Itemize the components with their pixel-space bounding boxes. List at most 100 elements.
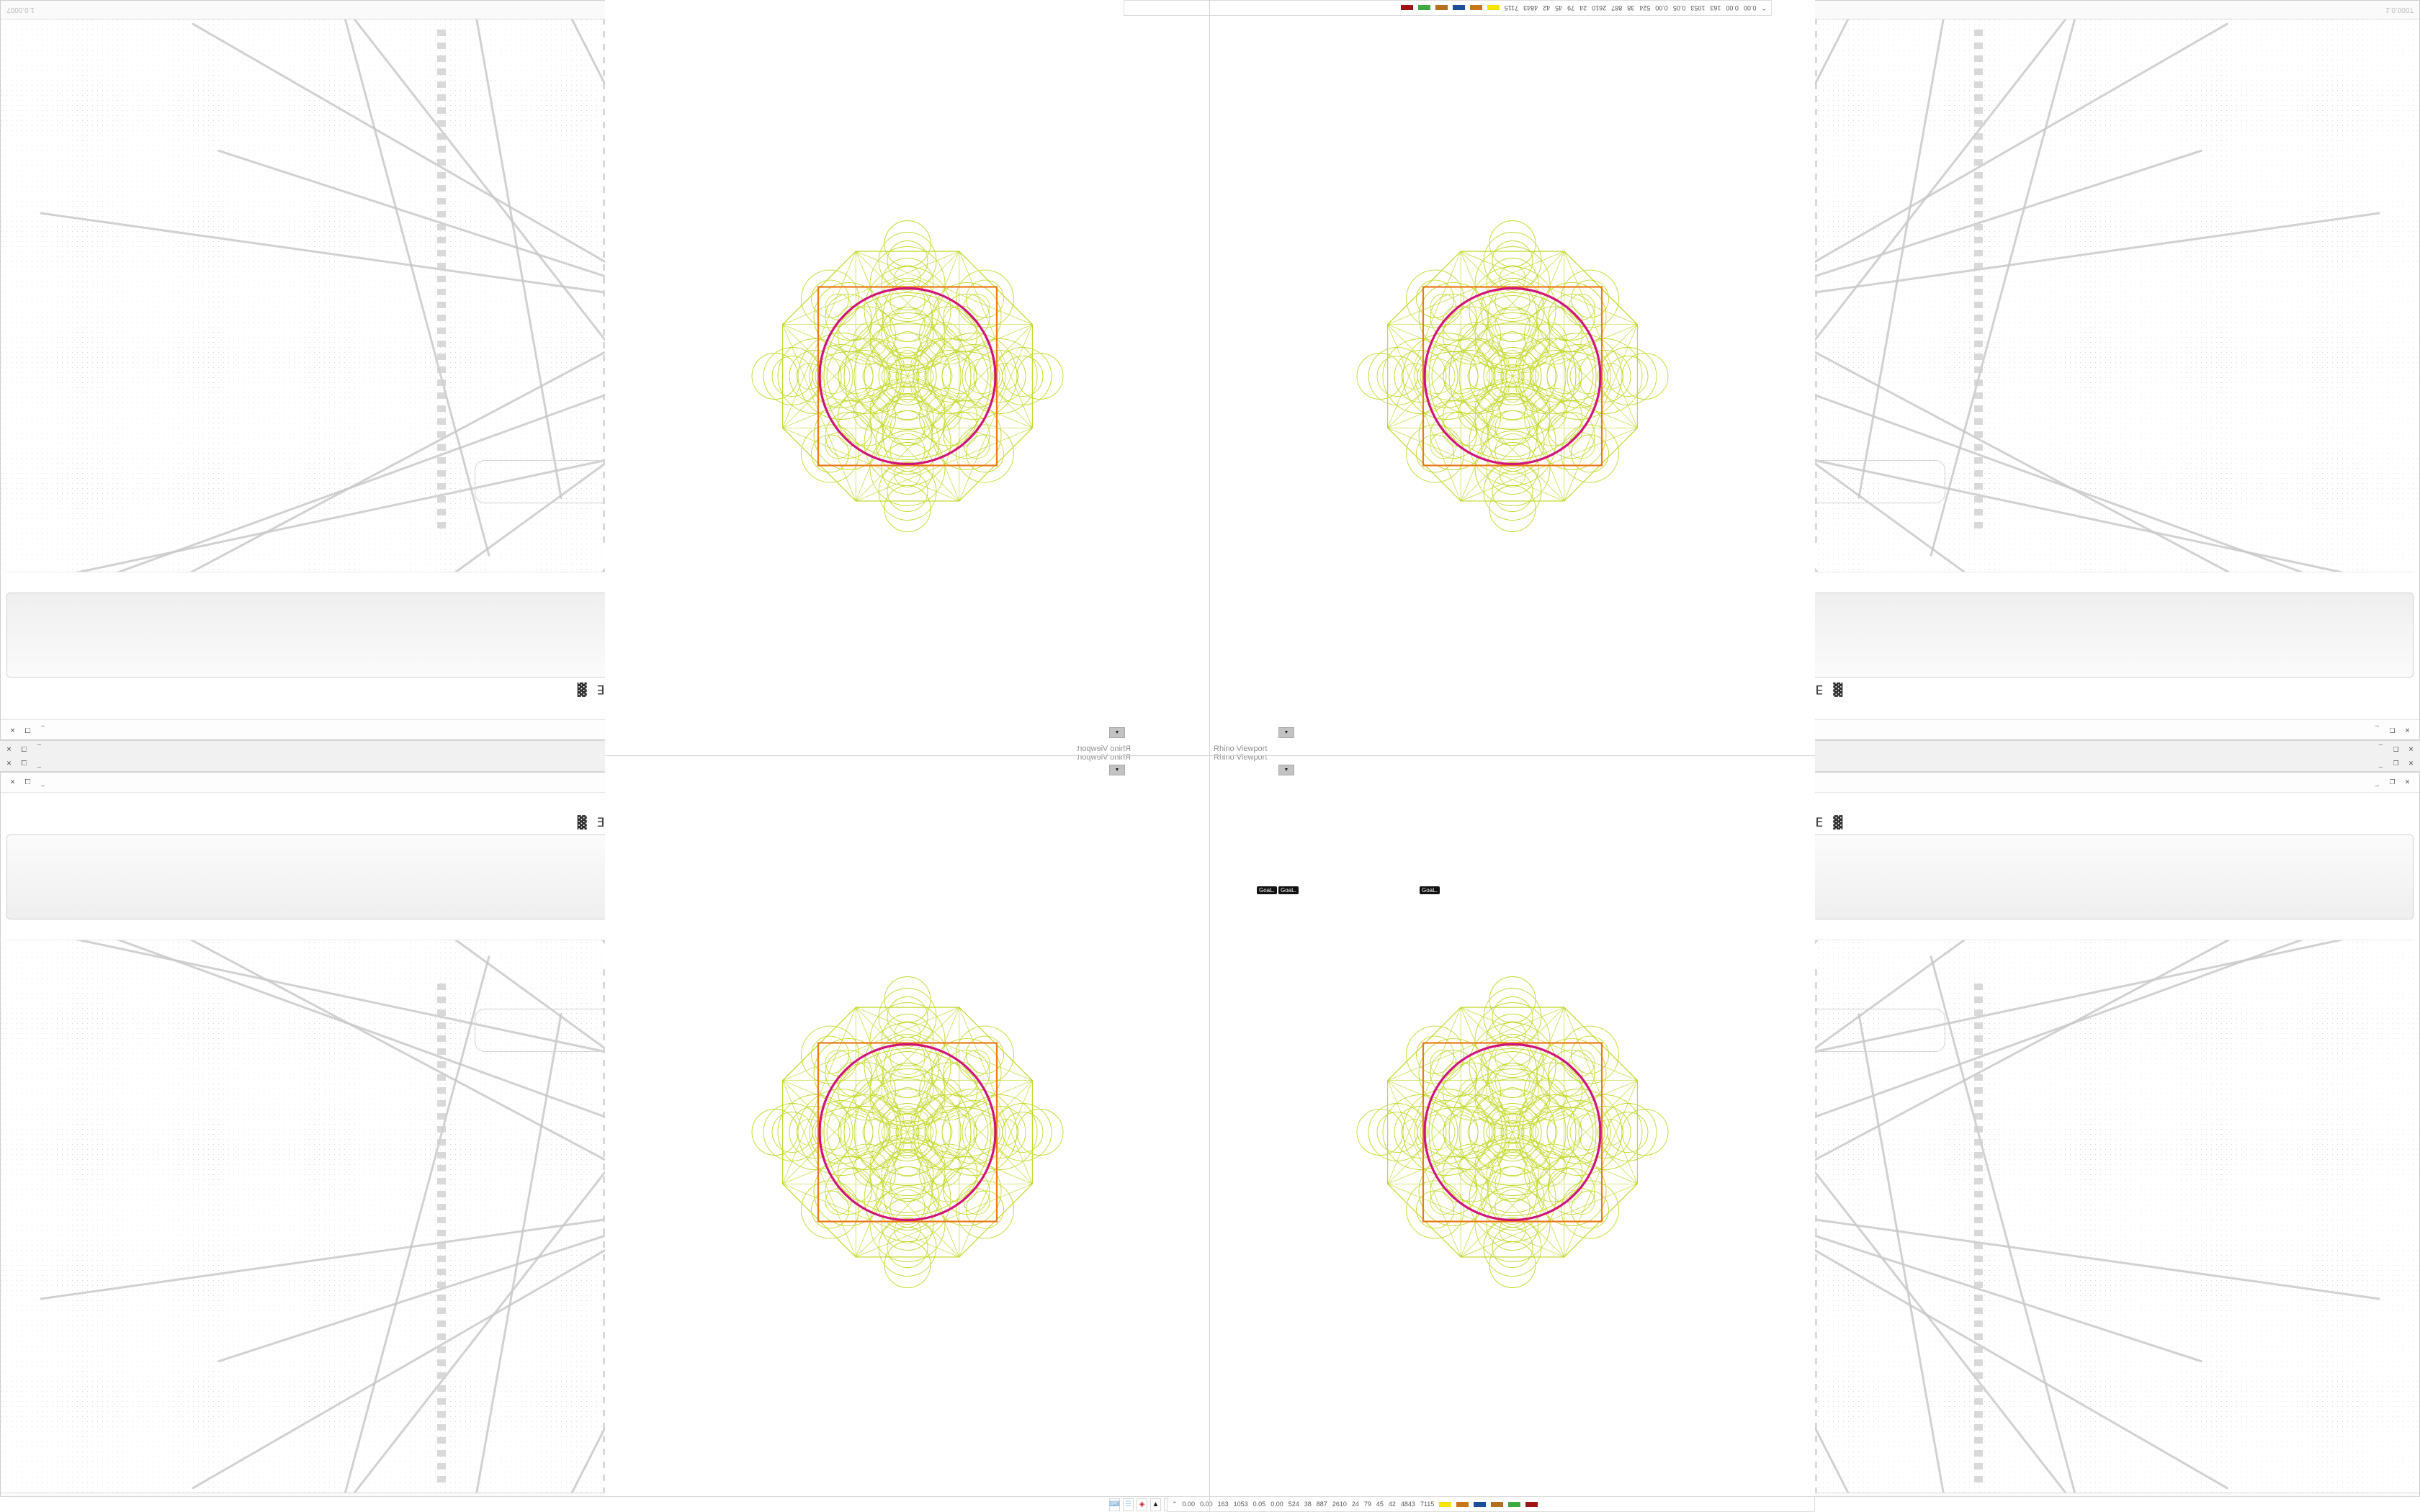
mandala-geometry xyxy=(1356,976,1669,1288)
close-button[interactable]: ✕ xyxy=(2408,745,2414,752)
viewport-label: Rhino Viewport xyxy=(1077,753,1131,762)
status-color-swatch xyxy=(1525,1501,1538,1507)
explorer-app-icon[interactable]: ▲ xyxy=(1150,1498,1161,1511)
rhino-app-icon[interactable]: ◈ xyxy=(1137,1498,1147,1511)
close-button[interactable]: ✕ xyxy=(6,745,12,752)
minimize-button[interactable]: _ xyxy=(37,744,42,752)
viewport-dropdown[interactable]: ▼ xyxy=(1278,765,1294,775)
status-value: 163 xyxy=(1217,1500,1229,1508)
maximize-button[interactable]: ❐ xyxy=(2389,726,2396,734)
minimize-button[interactable]: _ xyxy=(2378,760,2383,768)
rhino-viewport-bottom-right[interactable] xyxy=(1210,756,1815,1512)
maximize-button[interactable]: ❐ xyxy=(24,778,31,786)
window-controls[interactable]: _ ❐ ✕ xyxy=(0,744,44,753)
component-tooltip: GoaL. xyxy=(1420,886,1440,894)
viewport-geometry xyxy=(749,218,1066,539)
canvas-wire xyxy=(1930,955,2081,1493)
maximize-button[interactable]: ❐ xyxy=(21,760,27,767)
status-value: 79 xyxy=(1567,4,1575,12)
window-controls[interactable]: _ ❐ ✕ xyxy=(0,759,44,768)
status-color-swatch xyxy=(1469,5,1482,11)
window-controls[interactable]: _ ❐ ✕ xyxy=(2376,744,2420,753)
maximize-button[interactable]: ❐ xyxy=(21,745,27,752)
viewport-divider xyxy=(1209,0,1210,1512)
category-tab-icon[interactable]: ▓ xyxy=(577,815,587,830)
close-button[interactable]: ✕ xyxy=(9,726,16,734)
close-button[interactable]: ✕ xyxy=(2404,778,2411,786)
minimize-button[interactable]: _ xyxy=(37,760,42,768)
category-tab-icon[interactable]: E xyxy=(1815,682,1824,697)
status-value: 524 xyxy=(1288,1500,1299,1508)
close-button[interactable]: ✕ xyxy=(9,778,16,786)
rhino-glyph: ◈ xyxy=(1139,1500,1145,1508)
rhino-viewport-top-left[interactable] xyxy=(605,0,1210,756)
mandala-geometry xyxy=(1356,220,1669,532)
category-tab-icon[interactable]: E xyxy=(596,682,605,697)
status-value: 4843 xyxy=(1523,4,1538,12)
viewport-label-band: Rhino Viewport ▼ Rhino Viewport ▼ Rhino View… xyxy=(1044,720,1376,775)
viewport-dropdown[interactable]: ▼ xyxy=(1109,765,1125,775)
category-tab-icon[interactable]: ▓ xyxy=(1833,682,1843,697)
status-color-swatch xyxy=(1474,1501,1487,1507)
rhino-viewport-top-right[interactable] xyxy=(1210,0,1815,756)
category-tab-icon[interactable]: ▓ xyxy=(1833,815,1843,830)
viewport-dropdown[interactable]: ▼ xyxy=(1278,727,1294,738)
calculator-app-icon[interactable]: ⌨ xyxy=(1109,1498,1120,1511)
canvas-wire xyxy=(1930,19,2081,557)
status-color-swatch xyxy=(1439,1501,1452,1507)
window-controls[interactable]: _ ❐ ✕ xyxy=(4,725,48,734)
status-value: 0.00 xyxy=(1270,1500,1283,1508)
status-value: 2610 xyxy=(1332,1500,1347,1508)
status-color-swatch xyxy=(1456,1501,1469,1507)
chevron-down-icon: ▼ xyxy=(1283,730,1289,735)
status-value: 0.00 xyxy=(1182,1500,1196,1508)
viewport-geometry xyxy=(749,974,1066,1295)
minimize-button[interactable]: _ xyxy=(2375,778,2379,786)
minimize-button[interactable]: _ xyxy=(41,726,45,734)
window-controls[interactable]: _ ❐ ✕ xyxy=(4,778,48,787)
maximize-button[interactable]: ❐ xyxy=(2393,760,2399,767)
status-value: 45 xyxy=(1376,1500,1384,1508)
status-value: 38 xyxy=(1627,4,1635,12)
status-value: 7115 xyxy=(1420,1500,1435,1508)
status-color-swatch xyxy=(1508,1501,1521,1507)
status-value: 0.00 xyxy=(1655,4,1668,12)
status-value: 163 xyxy=(1710,4,1721,12)
notepad-app-icon[interactable]: ☰ xyxy=(1123,1498,1134,1511)
viewport-label: Rhino Viewport xyxy=(1214,744,1268,753)
status-value: 2610 xyxy=(1592,4,1607,12)
maximize-button[interactable]: ❐ xyxy=(2389,778,2396,786)
canvas-wire-dashed xyxy=(1974,984,1983,1488)
mandala-geometry xyxy=(751,220,1063,532)
category-tab-icon[interactable]: E xyxy=(596,815,605,830)
notepad-glyph: ☰ xyxy=(1125,1500,1131,1508)
maximize-button[interactable]: ❐ xyxy=(24,726,31,734)
version-label: 1.0.0007 xyxy=(6,6,35,14)
window-controls[interactable]: _ ❐ ✕ xyxy=(2372,778,2416,787)
rhino-status-strip-top: ⌃ 0.00 0.00 163 1053 0.05 0.00 524 38 887 2610 24 79… xyxy=(1124,0,1772,16)
window-controls[interactable]: _ ❐ ✕ xyxy=(2372,725,2416,734)
close-button[interactable]: ✕ xyxy=(2404,726,2411,734)
status-color-swatch xyxy=(1417,5,1430,11)
close-button[interactable]: ✕ xyxy=(2408,760,2414,767)
expand-arrow-icon: ⌃ xyxy=(1172,1500,1178,1508)
status-value: 0.00 xyxy=(1743,4,1757,12)
status-color-swatch xyxy=(1487,5,1500,11)
category-tab-icon[interactable]: E xyxy=(1815,815,1824,830)
window-controls[interactable]: _ ❐ ✕ xyxy=(2376,759,2420,768)
status-color-swatch xyxy=(1435,5,1448,11)
mandala-geometry xyxy=(751,976,1063,1288)
minimize-button[interactable]: _ xyxy=(41,778,45,786)
viewport-dropdown[interactable]: ▼ xyxy=(1109,727,1125,738)
rhino-viewport-bottom-left[interactable] xyxy=(605,756,1210,1512)
close-button[interactable]: ✕ xyxy=(6,760,12,767)
maximize-button[interactable]: ❐ xyxy=(2393,745,2399,752)
minimize-button[interactable]: _ xyxy=(2375,726,2379,734)
status-value: 24 xyxy=(1351,1500,1359,1508)
calculator-glyph: ⌨ xyxy=(1109,1500,1120,1508)
category-tab-icon[interactable]: ▓ xyxy=(577,682,587,697)
chevron-down-icon: ▼ xyxy=(1283,768,1289,773)
minimize-button[interactable]: _ xyxy=(2378,744,2383,752)
status-value: 7115 xyxy=(1504,4,1519,12)
